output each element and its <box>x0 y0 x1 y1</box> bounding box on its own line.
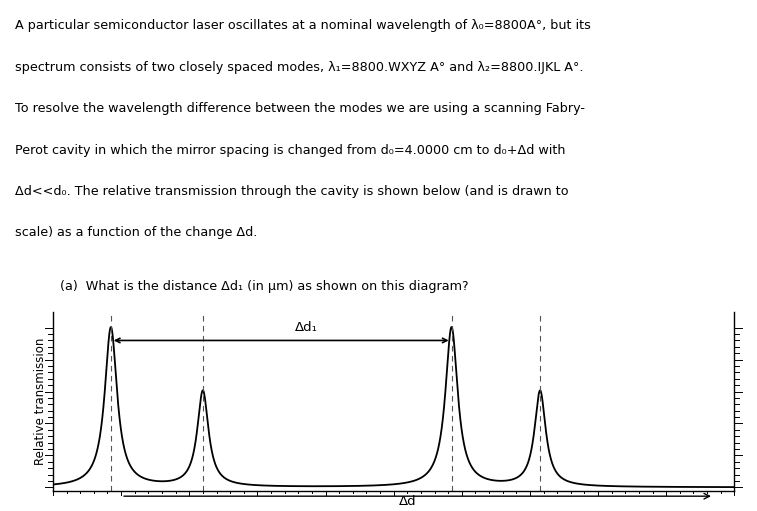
Text: (a)  What is the distance Δd₁ (in μm) as shown on this diagram?: (a) What is the distance Δd₁ (in μm) as … <box>60 280 468 293</box>
Text: To resolve the wavelength difference between the modes we are using a scanning F: To resolve the wavelength difference bet… <box>15 102 585 115</box>
Text: Perot cavity in which the mirror spacing is changed from d₀=4.0000 cm to d₀+Δd w: Perot cavity in which the mirror spacing… <box>15 144 565 156</box>
Text: scale) as a function of the change Δd.: scale) as a function of the change Δd. <box>15 226 257 239</box>
Text: A particular semiconductor laser oscillates at a nominal wavelength of λ₀=8800A°: A particular semiconductor laser oscilla… <box>15 19 591 32</box>
Text: Δd₁: Δd₁ <box>295 321 318 334</box>
Text: belong to λ₂. Use the graphical data to estimate (λ₂-λ₁).: belong to λ₂. Use the graphical data to … <box>60 363 447 376</box>
Y-axis label: Relative transmission: Relative transmission <box>34 337 48 465</box>
Text: Δd<<d₀. The relative transmission through the cavity is shown below (and is draw: Δd<<d₀. The relative transmission throug… <box>15 185 569 198</box>
Text: (c)  What is the finesse of the Fabry-Perot cavity?: (c) What is the finesse of the Fabry-Per… <box>60 404 374 417</box>
Text: (b)  The major peaks are the resonances associated with λ₁ and the minor ones: (b) The major peaks are the resonances a… <box>60 321 569 334</box>
Text: spectrum consists of two closely spaced modes, λ₁=8800.WXYZ A° and λ₂=8800.IJKL : spectrum consists of two closely spaced … <box>15 61 584 74</box>
Text: Δd: Δd <box>398 496 416 508</box>
